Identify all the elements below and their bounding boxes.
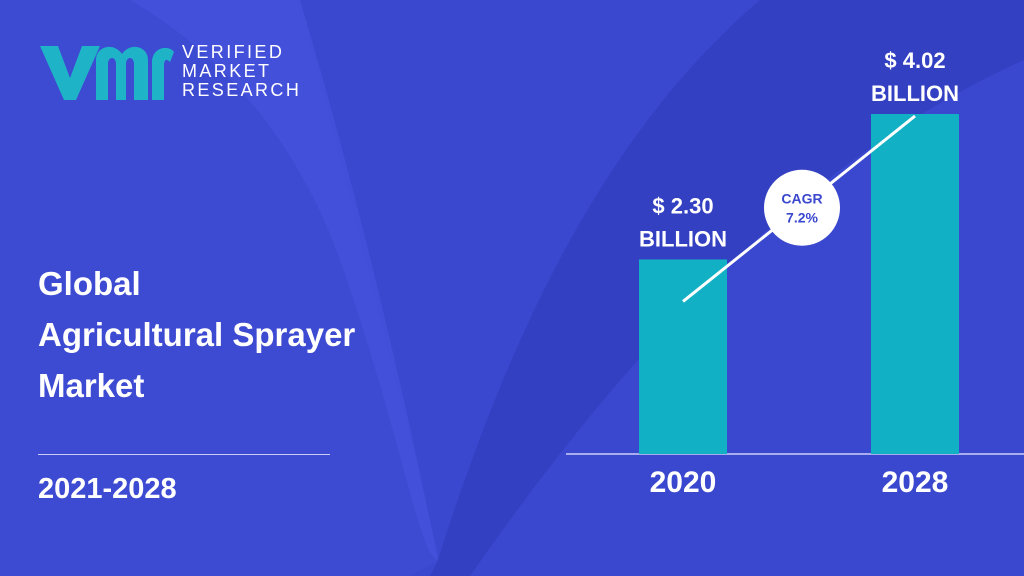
title-line-3: Market xyxy=(38,367,145,404)
forecast-period: 2021-2028 xyxy=(38,473,177,505)
title-line-2: Agricultural Sprayer xyxy=(38,316,356,353)
category-label-2020: 2020 xyxy=(650,466,717,499)
title-divider xyxy=(38,454,330,455)
page-title: Global Agricultural Sprayer Market xyxy=(38,258,355,411)
value-label-2020-unit: BILLION xyxy=(639,226,727,251)
brand-line-2: MARKET xyxy=(182,60,272,81)
value-label-2028-amount: $ 4.02 xyxy=(884,48,945,73)
value-label-2028-unit: BILLION xyxy=(871,81,959,106)
brand-logo: VERIFIED MARKET RESEARCH xyxy=(36,38,301,104)
brand-line-1: VERIFIED xyxy=(182,41,285,62)
bar-2028 xyxy=(871,114,959,454)
brand-name: VERIFIED MARKET RESEARCH xyxy=(182,41,302,100)
title-line-1: Global xyxy=(38,265,141,302)
cagr-bubble xyxy=(764,169,840,246)
bar-2020 xyxy=(639,259,727,454)
vmr-logo-icon xyxy=(40,46,174,100)
cagr-label: CAGR xyxy=(781,191,822,207)
category-label-2028: 2028 xyxy=(882,466,949,499)
brand-line-3: RESEARCH xyxy=(182,79,302,100)
cagr-value: 7.2% xyxy=(786,210,818,226)
value-label-2020-amount: $ 2.30 xyxy=(652,193,713,218)
